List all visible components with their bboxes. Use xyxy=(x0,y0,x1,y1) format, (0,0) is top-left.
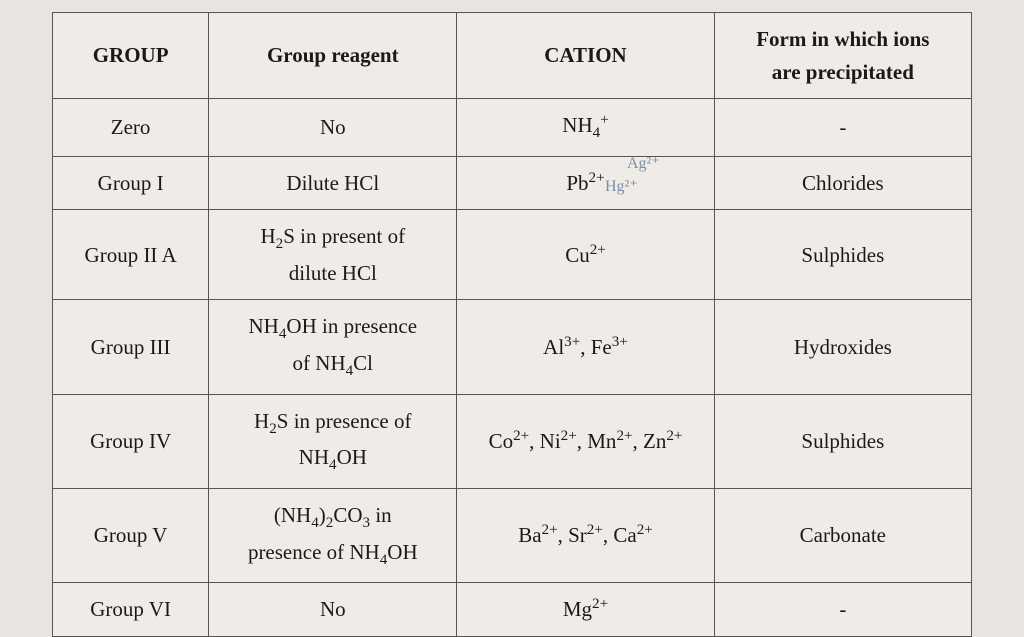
header-form-line1: Form in which ions xyxy=(756,27,929,51)
cell-reagent: Dilute HCl xyxy=(209,156,457,210)
cell-cation: Co2+, Ni2+, Mn2+, Zn2+ xyxy=(457,394,714,488)
cell-group: Group I xyxy=(53,156,209,210)
header-form-line2: are precipitated xyxy=(772,60,914,84)
cell-group: Zero xyxy=(53,99,209,157)
page: GROUP Group reagent CATION Form in which… xyxy=(52,12,972,637)
cell-cation: Pb2+ xyxy=(457,156,714,210)
cell-reagent: No xyxy=(209,583,457,637)
cell-group: Group V xyxy=(53,488,209,582)
cell-form: Sulphides xyxy=(714,210,971,300)
header-cation: CATION xyxy=(457,13,714,99)
table-row: ZeroNoNH4+- xyxy=(53,99,972,157)
table-row: Group VINoMg2+- xyxy=(53,583,972,637)
cell-cation: Al3+, Fe3+ xyxy=(457,300,714,394)
table-row: Group IVH2S in presence ofNH4OHCo2+, Ni2… xyxy=(53,394,972,488)
cell-form: Sulphides xyxy=(714,394,971,488)
cell-group: Group II A xyxy=(53,210,209,300)
table-body: ZeroNoNH4+-Group IDilute HClPb2+Chloride… xyxy=(53,99,972,637)
cell-cation: Cu2+ xyxy=(457,210,714,300)
table-row: Group IDilute HClPb2+Chlorides xyxy=(53,156,972,210)
cell-group: Group III xyxy=(53,300,209,394)
table-row: Group II AH2S in present ofdilute HClCu2… xyxy=(53,210,972,300)
cell-form: - xyxy=(714,583,971,637)
cell-form: Carbonate xyxy=(714,488,971,582)
table-header-row: GROUP Group reagent CATION Form in which… xyxy=(53,13,972,99)
cell-form: Hydroxides xyxy=(714,300,971,394)
cell-reagent: (NH4)2CO3 inpresence of NH4OH xyxy=(209,488,457,582)
cell-form: - xyxy=(714,99,971,157)
cell-form: Chlorides xyxy=(714,156,971,210)
table-row: Group IIINH4OH in presenceof NH4ClAl3+, … xyxy=(53,300,972,394)
cell-cation: Ba2+, Sr2+, Ca2+ xyxy=(457,488,714,582)
header-form: Form in which ions are precipitated xyxy=(714,13,971,99)
cation-group-table: GROUP Group reagent CATION Form in which… xyxy=(52,12,972,637)
header-reagent: Group reagent xyxy=(209,13,457,99)
cell-reagent: NH4OH in presenceof NH4Cl xyxy=(209,300,457,394)
cell-reagent: H2S in present ofdilute HCl xyxy=(209,210,457,300)
header-group: GROUP xyxy=(53,13,209,99)
cell-reagent: H2S in presence ofNH4OH xyxy=(209,394,457,488)
cell-reagent: No xyxy=(209,99,457,157)
cell-cation: Mg2+ xyxy=(457,583,714,637)
cell-group: Group VI xyxy=(53,583,209,637)
cell-group: Group IV xyxy=(53,394,209,488)
table-row: Group V(NH4)2CO3 inpresence of NH4OHBa2+… xyxy=(53,488,972,582)
cell-cation: NH4+ xyxy=(457,99,714,157)
